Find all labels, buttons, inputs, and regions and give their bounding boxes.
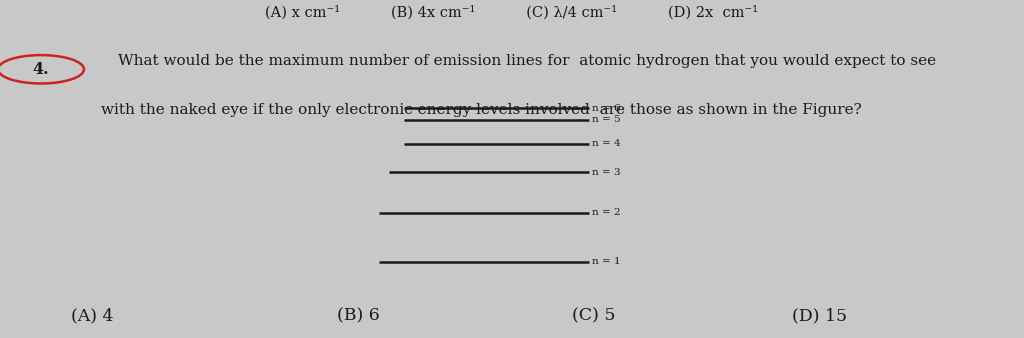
Text: with the naked eye if the only electronic energy levels involved  are those as s: with the naked eye if the only electroni…	[101, 103, 861, 117]
Text: (B) 6: (B) 6	[337, 308, 380, 324]
Text: n = 6: n = 6	[592, 104, 621, 113]
Text: n = 1: n = 1	[592, 258, 621, 266]
Text: n = 2: n = 2	[592, 209, 621, 217]
Text: n = 3: n = 3	[592, 168, 621, 177]
Text: (A) x cm⁻¹           (B) 4x cm⁻¹           (C) λ/4 cm⁻¹           (D) 2x  cm⁻¹: (A) x cm⁻¹ (B) 4x cm⁻¹ (C) λ/4 cm⁻¹ (D) …	[265, 5, 759, 19]
Text: (C) 5: (C) 5	[572, 308, 615, 324]
Text: 4.: 4.	[33, 61, 49, 78]
Text: (A) 4: (A) 4	[71, 308, 114, 324]
Text: What would be the maximum number of emission lines for  atomic hydrogen that you: What would be the maximum number of emis…	[119, 54, 936, 68]
Text: n = 5: n = 5	[592, 116, 621, 124]
Text: n = 4: n = 4	[592, 139, 621, 148]
Text: (D) 15: (D) 15	[792, 308, 847, 324]
